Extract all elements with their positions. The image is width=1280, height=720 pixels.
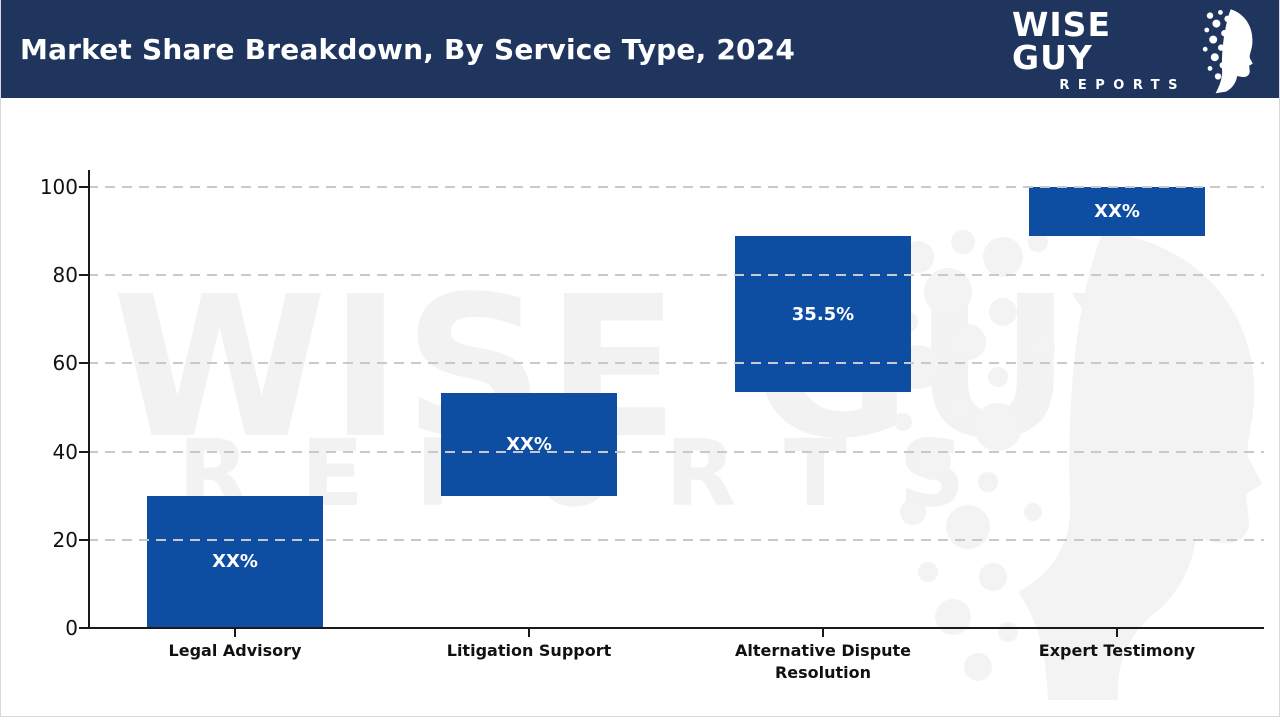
x-tick-mark: [234, 629, 236, 637]
gridline: [88, 186, 1264, 188]
bar: [735, 235, 911, 393]
watermark-brand-text: WISE GUY: [112, 254, 1217, 481]
bar: [147, 495, 323, 628]
y-tick-mark: [79, 274, 88, 277]
gridline: [88, 450, 1264, 453]
logo-face-icon: [1202, 9, 1253, 94]
logo-wordmark: WISE GUY: [1012, 4, 1111, 77]
bar-value-label: XX%: [212, 551, 258, 573]
page-title: Market Share Breakdown, By Service Type,…: [20, 32, 796, 66]
y-tick-mark: [79, 362, 88, 365]
y-tick-label: 20: [52, 527, 78, 552]
y-tick-mark: [79, 186, 88, 188]
x-axis-line: [88, 627, 1264, 629]
y-tick-mark: [79, 627, 88, 629]
y-tick-mark: [79, 450, 88, 453]
logo-subtext: REPORTS: [1059, 77, 1186, 93]
x-tick-label: Expert Testimony: [1038, 641, 1196, 660]
gridline: [88, 538, 1264, 541]
brand-logo: WISE GUY REPORTS: [1012, 6, 1262, 94]
y-tick-label: 80: [52, 263, 78, 288]
header-bar: Market Share Breakdown, By Service Type,…: [0, 0, 1280, 98]
bar-value-label: XX%: [506, 433, 552, 455]
bar: [441, 392, 617, 496]
x-tick-label: Litigation Support: [446, 641, 612, 660]
y-tick-label: 100: [39, 175, 78, 199]
x-tick-mark: [1116, 629, 1118, 637]
y-tick-label: 40: [52, 439, 78, 464]
x-tick-label: Legal Advisory: [168, 641, 302, 660]
face-watermark-icon: [894, 230, 1262, 700]
x-tick-label: Alternative Dispute Resolution: [734, 641, 912, 682]
gridline: [88, 274, 1264, 277]
bar-value-label: XX%: [1094, 200, 1140, 222]
gridline: [88, 362, 1264, 365]
bar: [1029, 187, 1205, 236]
bar-value-label: 35.5%: [791, 303, 855, 325]
y-tick-label: 60: [52, 351, 78, 376]
y-tick-mark: [79, 538, 88, 541]
x-tick-mark: [528, 629, 530, 637]
y-axis-line: [88, 170, 90, 629]
x-tick-mark: [822, 629, 824, 637]
y-tick-label: 0: [65, 616, 78, 640]
